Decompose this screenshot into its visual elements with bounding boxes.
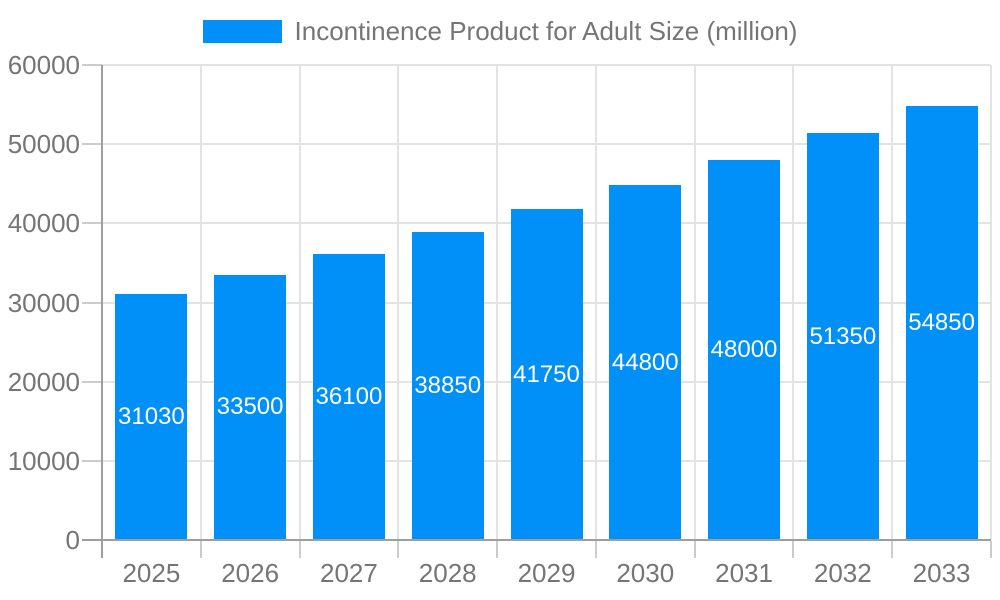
y-axis-tick (82, 64, 102, 66)
x-tick-label: 2030 (616, 558, 675, 588)
x-tick-label: 2025 (122, 558, 181, 588)
x-tick-label: 2033 (912, 558, 971, 588)
x-tick-label: 2026 (221, 558, 280, 588)
x-gridline (397, 65, 400, 540)
x-axis-tick (891, 541, 894, 558)
x-axis-tick (496, 541, 499, 558)
bar-value-label: 51350 (809, 322, 877, 350)
y-axis-tick (82, 222, 102, 225)
x-gridline (496, 65, 499, 540)
y-axis-line (101, 65, 103, 558)
bar-value-label: 48000 (710, 336, 778, 363)
y-tick-label: 30000 (7, 287, 80, 318)
bar[interactable] (115, 294, 188, 540)
bar[interactable] (411, 232, 484, 540)
bar[interactable] (214, 274, 287, 540)
x-axis-line (82, 539, 991, 541)
y-axis-tick (82, 380, 102, 383)
x-axis-tick (990, 541, 992, 558)
x-axis-tick (594, 541, 597, 558)
x-gridline (990, 65, 992, 540)
x-gridline (298, 65, 301, 540)
y-tick-label: 0 (65, 525, 80, 555)
y-tick-label: 40000 (7, 208, 80, 239)
y-axis-tick (82, 459, 102, 462)
x-gridline (199, 65, 202, 540)
bar[interactable] (609, 185, 682, 540)
y-axis-tick (82, 143, 102, 146)
x-gridline (693, 65, 696, 540)
y-tick-label: 50000 (7, 129, 80, 160)
x-tick-label: 2031 (715, 558, 773, 588)
bar-value-label: 41750 (513, 360, 580, 388)
x-tick-label: 2032 (813, 558, 872, 588)
bar[interactable] (708, 160, 781, 540)
legend-swatch-icon (202, 19, 282, 43)
y-tick-label: 20000 (7, 366, 80, 397)
x-axis-tick (199, 541, 202, 558)
bar-value-label: 36100 (315, 383, 383, 411)
bar-value-label: 44800 (611, 348, 679, 376)
x-axis-tick (298, 541, 301, 558)
y-tick-label: 10000 (7, 445, 80, 476)
y-axis-tick (82, 301, 102, 304)
x-tick-label: 2027 (320, 558, 378, 588)
bar-value-label: 54850 (908, 308, 975, 336)
bar[interactable] (510, 209, 583, 540)
legend[interactable]: Incontinence Product for Adult Size (mil… (0, 17, 1000, 45)
bar[interactable] (312, 254, 385, 540)
bar[interactable] (905, 105, 978, 540)
x-gridline (792, 65, 795, 540)
x-axis-tick (397, 541, 400, 558)
y-gridline (102, 64, 991, 66)
bar-value-label: 38850 (414, 372, 482, 400)
x-tick-label: 2029 (517, 558, 576, 588)
x-gridline (594, 65, 597, 540)
y-tick-label: 60000 (7, 50, 80, 80)
bar-value-label: 31030 (118, 403, 185, 431)
x-axis-tick (693, 541, 696, 558)
x-gridline (891, 65, 894, 540)
y-gridline (102, 143, 991, 146)
legend-label: Incontinence Product for Adult Size (mil… (294, 16, 798, 46)
x-tick-label: 2028 (418, 558, 477, 588)
bar-value-label: 33500 (216, 393, 284, 421)
x-axis-tick (792, 541, 795, 558)
bar[interactable] (806, 133, 879, 540)
